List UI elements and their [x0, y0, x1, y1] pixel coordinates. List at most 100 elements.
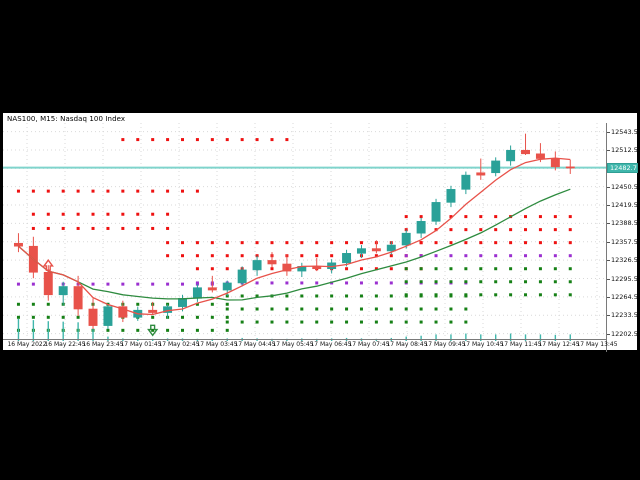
indicator-dot	[106, 212, 110, 216]
indicator-dot	[464, 267, 468, 271]
indicator-dot	[359, 241, 363, 245]
indicator-dot	[404, 254, 408, 258]
indicator-dot	[151, 138, 155, 142]
time-tick-11: 17 May 09:45	[424, 341, 466, 348]
indicator-dot	[315, 320, 319, 324]
indicator-dot	[449, 241, 453, 245]
indicator-dot	[359, 267, 363, 271]
indicator-dot	[255, 241, 259, 245]
indicator-dot	[509, 267, 513, 271]
indicator-dot	[181, 328, 185, 332]
indicator-dot	[568, 293, 572, 297]
time-tick-1: 16 May 22:45	[44, 341, 86, 348]
price-axis[interactable]: 12543.512512.512481.512450.512419.512388…	[606, 123, 638, 352]
indicator-dot	[524, 293, 528, 297]
indicator-dot	[449, 307, 453, 311]
indicator-dot	[151, 328, 155, 332]
indicator-dot	[285, 320, 289, 324]
indicator-dot	[166, 302, 170, 306]
current-price-tag: 12482.7	[607, 162, 638, 173]
indicator-dot	[330, 294, 334, 298]
indicator-dot	[106, 226, 110, 230]
chart-plot-area[interactable]	[3, 123, 607, 341]
indicator-dot	[553, 228, 557, 232]
indicator-dot	[345, 281, 349, 285]
buy-arrow-icon	[147, 324, 159, 337]
indicator-dot	[419, 241, 423, 245]
indicator-dot	[91, 226, 95, 230]
indicator-dot	[285, 281, 289, 285]
chart-canvas	[3, 123, 607, 341]
indicator-dot	[181, 189, 185, 193]
indicator-dot	[210, 254, 214, 258]
indicator-dot	[389, 267, 393, 271]
indicator-dot	[151, 189, 155, 193]
indicator-dot	[330, 254, 334, 258]
indicator-dot	[374, 254, 378, 258]
indicator-dot	[374, 320, 378, 324]
indicator-dot	[195, 254, 199, 258]
indicator-dot	[225, 302, 229, 306]
indicator-dot	[255, 138, 259, 142]
indicator-dot	[494, 280, 498, 284]
indicator-dot	[106, 189, 110, 193]
indicator-dot	[166, 282, 170, 286]
time-tick-7: 17 May 05:45	[272, 341, 314, 348]
time-tick-10: 17 May 08:45	[386, 341, 428, 348]
indicator-dot	[151, 315, 155, 319]
indicator-dot	[136, 328, 140, 332]
price-tick-10: 12233.5	[607, 311, 638, 319]
indicator-dot	[553, 254, 557, 258]
indicator-dot	[166, 254, 170, 258]
indicator-dot	[568, 215, 572, 219]
indicator-dot	[285, 294, 289, 298]
time-axis[interactable]: 16 May 2022 16 May 22:45 16 May 23:45 17 Ma…	[3, 339, 618, 350]
time-tick-0: 16 May 2022	[7, 341, 47, 348]
ma-slow-line	[18, 188, 571, 301]
time-tick-3: 17 May 01:45	[120, 341, 162, 348]
indicator-dot	[553, 280, 557, 284]
chart-window[interactable]: NAS100, M15: Nasdaq 100 Index 12543.5 125…	[2, 112, 638, 352]
indicator-dot	[449, 320, 453, 324]
indicator-dot	[31, 315, 35, 319]
indicator-dot	[538, 254, 542, 258]
indicator-dot	[181, 241, 185, 245]
indicator-dot	[225, 267, 229, 271]
indicator-dot	[121, 212, 125, 216]
indicator-dot	[225, 138, 229, 142]
time-tick-12: 17 May 10:45	[462, 341, 504, 348]
indicator-dot	[240, 294, 244, 298]
indicator-dot	[315, 281, 319, 285]
indicator-dot	[434, 267, 438, 271]
indicator-dot	[374, 294, 378, 298]
indicator-dot	[359, 281, 363, 285]
indicator-dot	[553, 215, 557, 219]
indicator-dot	[46, 315, 50, 319]
indicator-dot	[166, 138, 170, 142]
indicator-dot	[359, 294, 363, 298]
indicator-dot	[419, 215, 423, 219]
indicator-dot	[449, 267, 453, 271]
price-tick-7: 12326.5	[607, 256, 638, 264]
indicator-dot	[494, 267, 498, 271]
indicator-dot	[31, 302, 35, 306]
indicator-dot	[240, 241, 244, 245]
indicator-dot	[285, 241, 289, 245]
price-tick-8: 12295.5	[607, 275, 638, 283]
indicator-dot	[225, 254, 229, 258]
indicator-dot	[315, 294, 319, 298]
indicator-dot	[166, 241, 170, 245]
indicator-dot	[434, 280, 438, 284]
indicator-dot	[509, 228, 513, 232]
indicator-dot	[568, 241, 572, 245]
indicator-dot	[479, 228, 483, 232]
indicator-dot	[553, 241, 557, 245]
indicator-dot	[181, 282, 185, 286]
indicator-dot	[16, 282, 20, 286]
indicator-dot	[210, 302, 214, 306]
indicator-dot	[568, 254, 572, 258]
indicator-dot	[181, 315, 185, 319]
indicator-dot	[91, 282, 95, 286]
indicator-dot	[195, 189, 199, 193]
indicator-dot	[255, 320, 259, 324]
